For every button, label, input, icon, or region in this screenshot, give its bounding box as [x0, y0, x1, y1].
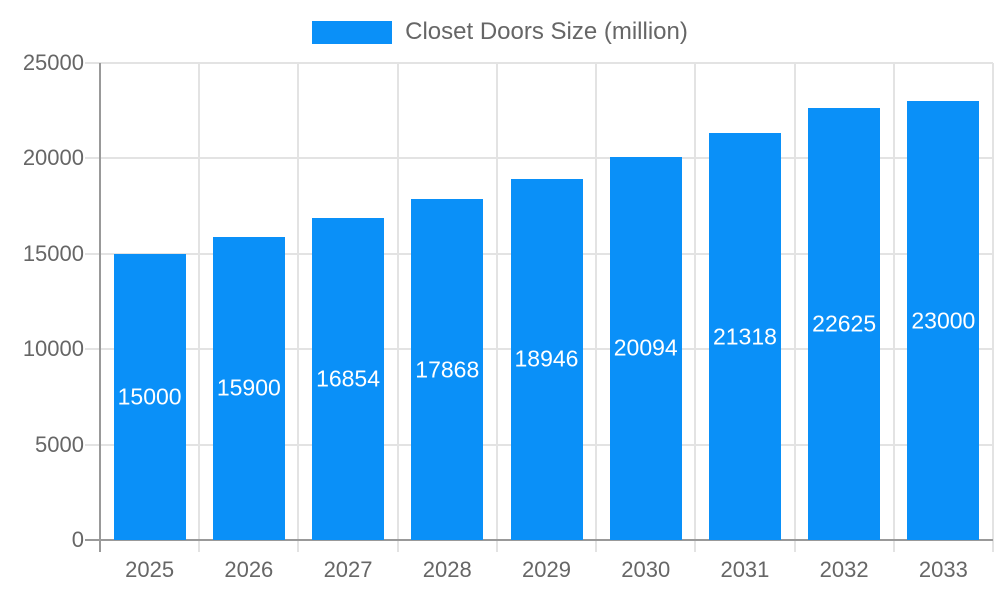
- x-axis-tick-mark: [892, 540, 895, 552]
- bar: [708, 133, 781, 540]
- grid-line-horizontal: [85, 157, 993, 160]
- bar-value-label: 21318: [712, 323, 777, 350]
- legend-label: Closet Doors Size (million): [405, 18, 688, 45]
- grid-line-vertical: [694, 63, 697, 540]
- x-axis-tick-label: 2028: [422, 557, 472, 582]
- x-axis-line: [85, 539, 993, 541]
- bar: [510, 178, 583, 540]
- bar-value-label: 15900: [216, 374, 281, 401]
- bar: [312, 218, 385, 540]
- bar-value-label: 17868: [415, 356, 480, 383]
- x-axis-tick-mark: [793, 540, 796, 552]
- x-axis-tick-mark: [595, 540, 598, 552]
- bar: [907, 101, 980, 540]
- bar: [113, 253, 186, 540]
- bar-value-label: 18946: [514, 345, 579, 372]
- x-axis-tick-mark: [396, 540, 399, 552]
- x-axis-tick-mark: [297, 540, 300, 552]
- x-axis-tick-label: 2033: [918, 557, 968, 582]
- grid-line-vertical: [297, 63, 300, 540]
- grid-line-horizontal: [85, 62, 993, 64]
- y-axis-tick-label: 15000: [22, 240, 84, 266]
- y-axis-line: [99, 63, 101, 552]
- x-axis-tick-mark: [694, 540, 697, 552]
- x-axis-tick-label: 2027: [323, 557, 373, 582]
- bar: [212, 236, 285, 540]
- x-axis-tick-mark: [495, 540, 498, 552]
- x-axis-tick-label: 2025: [125, 557, 175, 582]
- grid-line-vertical: [892, 63, 895, 540]
- grid-line-vertical: [793, 63, 796, 540]
- x-axis-tick-label: 2031: [720, 557, 770, 582]
- y-axis-tick-label: 25000: [22, 50, 84, 75]
- grid-line-vertical: [198, 63, 201, 540]
- y-axis-tick-label: 0: [71, 527, 84, 552]
- bar-value-label: 16854: [316, 365, 381, 392]
- grid-line-vertical: [595, 63, 598, 540]
- bar-value-label: 20094: [613, 334, 678, 361]
- chart-legend: Closet Doors Size (million): [0, 16, 1000, 48]
- grid-line-vertical: [495, 63, 498, 540]
- x-axis-tick-mark: [198, 540, 201, 552]
- bar: [808, 108, 881, 540]
- x-axis-tick-mark: [992, 540, 994, 552]
- grid-line-vertical: [992, 63, 994, 540]
- y-axis-tick-label: 20000: [22, 145, 84, 171]
- x-axis-tick-label: 2032: [819, 557, 869, 582]
- y-axis-tick-label: 5000: [35, 431, 84, 457]
- bar: [609, 156, 682, 540]
- x-axis-tick-label: 2030: [621, 557, 671, 582]
- y-axis-tick-label: 10000: [22, 336, 84, 362]
- bar: [411, 199, 484, 540]
- x-axis-tick-label: 2029: [522, 557, 571, 582]
- bar-value-label: 23000: [911, 307, 976, 334]
- x-axis-tick-label: 2026: [224, 557, 274, 582]
- legend-item[interactable]: Closet Doors Size (million): [312, 18, 688, 46]
- grid-line-vertical: [396, 63, 399, 540]
- bar-value-label: 15000: [117, 383, 182, 410]
- bar-value-label: 22625: [812, 310, 877, 337]
- legend-swatch-icon: [312, 20, 393, 44]
